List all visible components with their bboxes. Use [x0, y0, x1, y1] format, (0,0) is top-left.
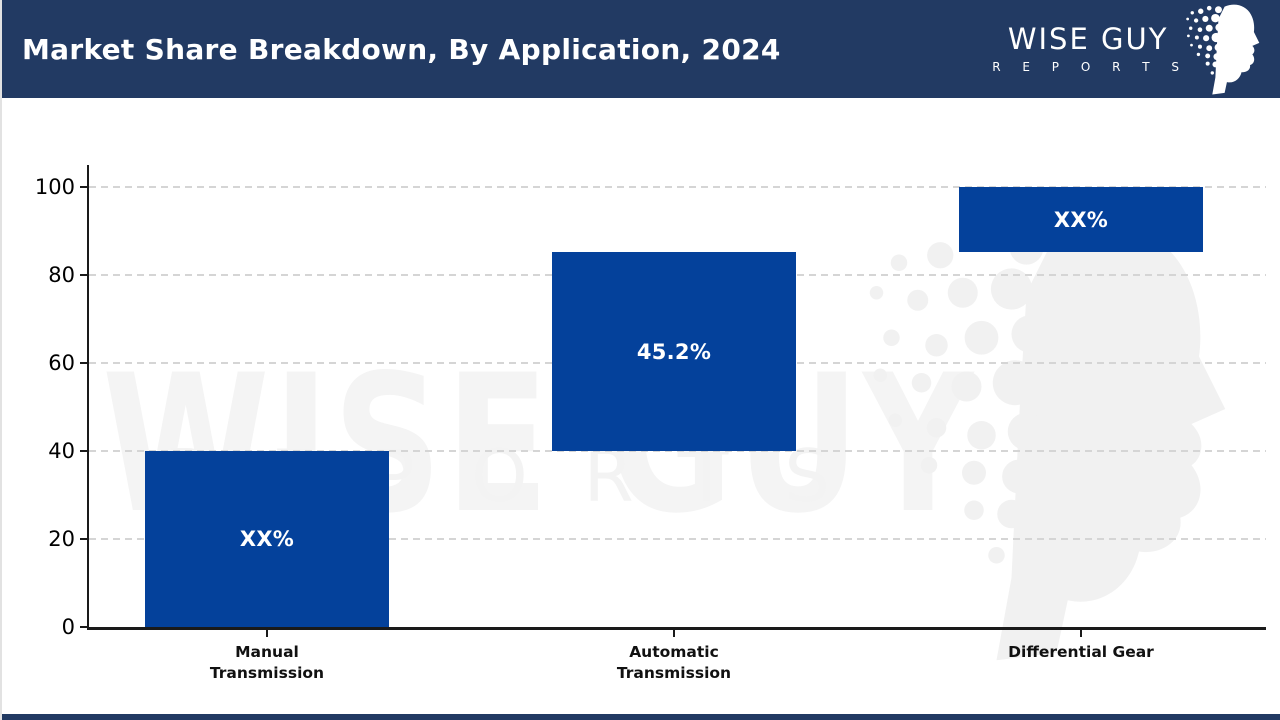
y-axis-tick [80, 538, 87, 540]
chart-area: WISE GUY REPORTS 0 20 40 60 80 100 XX% 45.2% XX%… [2, 98, 1280, 714]
gridline [89, 186, 1266, 188]
y-tick-label: 20 [48, 527, 75, 551]
bar-value-label: 45.2% [636, 339, 712, 364]
logo-subtext: R E P O R T S [992, 60, 1188, 74]
logo-wordmark: WISE GUY [1007, 22, 1169, 56]
x-tick-label-line: Differential Gear [1008, 643, 1154, 661]
y-tick-label: 40 [48, 439, 75, 463]
plot-area: 0 20 40 60 80 100 XX% 45.2% XX% Manual Transmissio… [35, 165, 1266, 682]
y-tick-label: 100 [34, 175, 75, 199]
bar-value-label: XX% [1053, 207, 1109, 232]
header: Market Share Breakdown, By Application, … [2, 0, 1280, 98]
y-tick-label: 60 [48, 351, 75, 375]
x-tick-label: Manual Transmission [147, 642, 387, 684]
y-axis-tick [80, 626, 87, 628]
y-axis-tick [80, 274, 87, 276]
x-tick-label: Automatic Transmission [554, 642, 794, 684]
footer-strip [2, 714, 1280, 720]
x-axis-tick [1080, 630, 1082, 637]
gridline [89, 538, 1266, 540]
bar-value-label: XX% [239, 527, 295, 551]
y-axis-tick [80, 450, 87, 452]
x-tick-label-line: Manual [235, 643, 299, 661]
y-axis-tick [80, 362, 87, 364]
wiseguy-logo: WISE GUY R E P O R T S [988, 2, 1264, 96]
y-tick-label: 0 [61, 615, 75, 639]
chart-title: Market Share Breakdown, By Application, … [22, 32, 781, 66]
bar: 45.2% [552, 252, 796, 451]
x-tick-label: Differential Gear [961, 642, 1201, 663]
logo-text: WISE GUY R E P O R T S [988, 22, 1188, 74]
y-axis-tick [80, 186, 87, 188]
bar: XX% [959, 187, 1203, 253]
x-tick-label-line: Automatic [629, 643, 719, 661]
logo-face-icon [1186, 4, 1260, 95]
x-axis-tick [673, 630, 675, 637]
gridline [89, 450, 1266, 452]
y-tick-label: 80 [48, 263, 75, 287]
x-tick-label-line: Transmission [616, 664, 732, 682]
x-axis-tick [266, 630, 268, 637]
x-tick-label-line: Transmission [209, 664, 325, 682]
bar: XX% [145, 451, 389, 627]
